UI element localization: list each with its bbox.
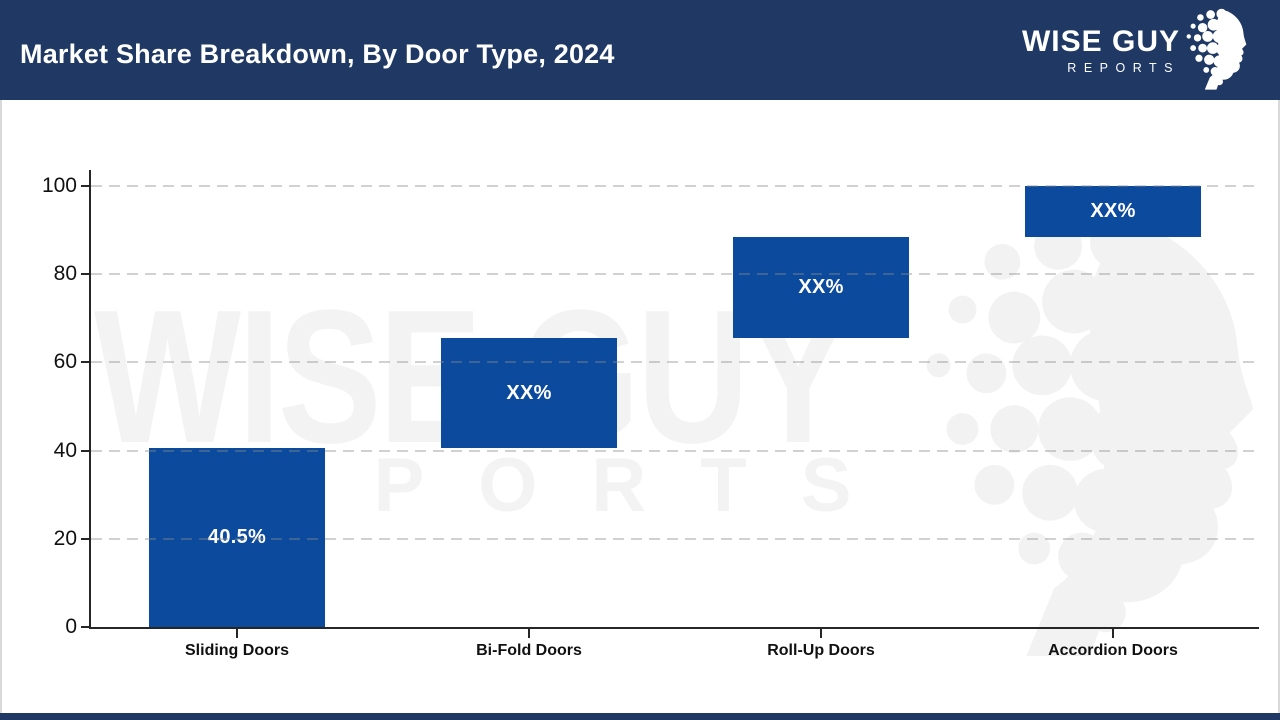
gridline-60 bbox=[91, 361, 1259, 364]
y-tick-label-100: 100 bbox=[41, 174, 77, 197]
y-tick-mark bbox=[81, 626, 89, 628]
gridline-40 bbox=[91, 449, 1259, 452]
bar-segment-roll-up-doors: XX% bbox=[733, 236, 909, 339]
y-tick-label-40: 40 bbox=[53, 438, 77, 462]
wiseguy-logo: WISE GUY REPORTS bbox=[1022, 8, 1254, 94]
x-axis-line bbox=[89, 627, 1259, 629]
page-title: Market Share Breakdown, By Door Type, 20… bbox=[20, 38, 615, 69]
bar-value-label: XX% bbox=[798, 275, 844, 298]
y-tick-mark bbox=[81, 273, 89, 276]
y-tick-mark bbox=[81, 361, 89, 364]
logo-wordmark: WISE GUY bbox=[1021, 25, 1180, 59]
gridline-80 bbox=[91, 273, 1259, 276]
y-tick-label-0: 0 bbox=[65, 615, 77, 638]
x-category-label-accordion-doors: Accordion Doors bbox=[1048, 642, 1178, 659]
x-category-label-roll-up-doors: Roll-Up Doors bbox=[767, 642, 875, 659]
bar-segment-accordion-doors: XX% bbox=[1025, 186, 1201, 237]
x-tick-mark bbox=[528, 629, 530, 638]
logo-face-profile bbox=[1204, 10, 1247, 90]
x-category-label-bi-fold-doors: Bi-Fold Doors bbox=[476, 642, 582, 659]
logo-head-profile-icon bbox=[1186, 8, 1247, 90]
y-tick-mark bbox=[81, 537, 89, 540]
x-tick-mark bbox=[236, 629, 238, 638]
y-tick-label-80: 80 bbox=[53, 262, 77, 286]
gridline-100 bbox=[91, 185, 1259, 187]
bar-value-label: XX% bbox=[506, 381, 552, 404]
x-tick-mark bbox=[820, 629, 822, 638]
y-tick-label-20: 20 bbox=[53, 526, 77, 550]
y-tick-mark bbox=[81, 185, 89, 187]
footer-bar bbox=[0, 713, 1280, 720]
watermark-head-profile-icon bbox=[926, 213, 1254, 657]
bar-segment-sliding-doors: 40.5% bbox=[149, 448, 325, 627]
bar-value-label: 40.5% bbox=[207, 526, 267, 549]
bar-segment-bi-fold-doors: XX% bbox=[441, 338, 617, 449]
logo-subtitle: REPORTS bbox=[1067, 61, 1180, 76]
y-tick-mark bbox=[81, 449, 89, 452]
y-tick-label-60: 60 bbox=[53, 350, 77, 374]
x-tick-mark bbox=[1112, 629, 1114, 638]
x-category-label-sliding-doors: Sliding Doors bbox=[185, 642, 289, 659]
bar-value-label: XX% bbox=[1090, 199, 1136, 222]
header-bar: Market Share Breakdown, By Door Type, 20… bbox=[0, 0, 1280, 100]
logo-text: WISE GUY REPORTS bbox=[1022, 27, 1180, 75]
y-axis-line bbox=[89, 170, 91, 629]
gridline-20 bbox=[91, 537, 1259, 540]
watermark-face-profile bbox=[1026, 225, 1254, 657]
